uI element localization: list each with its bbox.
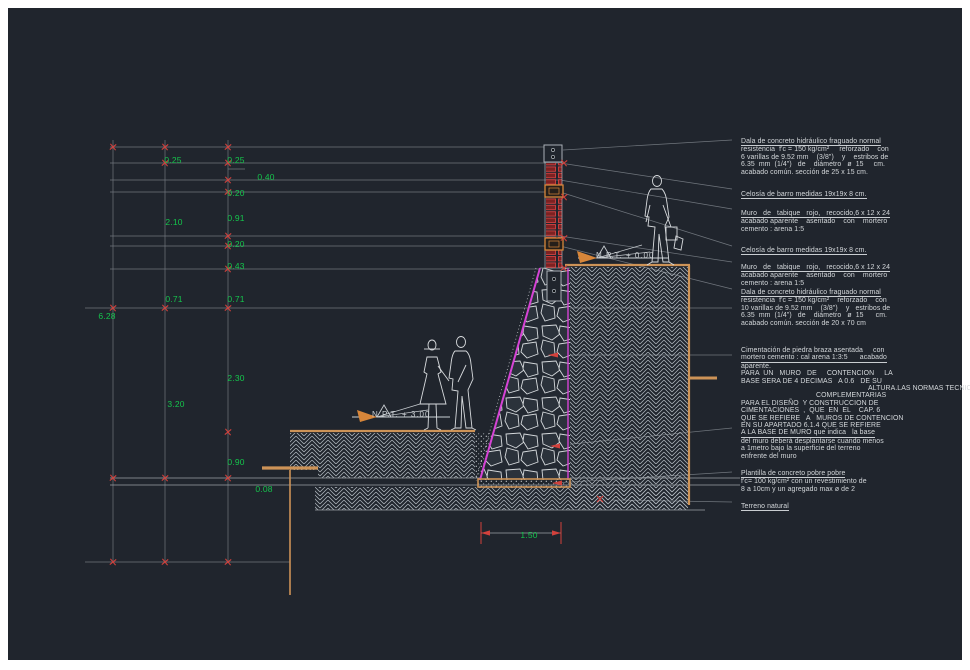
dim-label: 0.71 [227, 294, 245, 304]
note-line: f'c= 100 kg/cm² con un revestimiento de [741, 478, 867, 486]
note-plantilla: Plantilla de concreto pobre pobre f'c= 1… [741, 470, 867, 493]
note-celosia-2: Celosía de barro medidas 19x19x 8 cm. [741, 247, 867, 256]
note-line: 6.35 mm (1/4") de diámetro ø 15 cm. [741, 312, 888, 320]
note-line: CIMENTACIONES , QUE EN EL CAP. 6 [741, 407, 881, 415]
note-line: EN SU APARTADO 6.1.4 QUE SE REFIERE [741, 422, 881, 430]
note-line: Celosía de barro medidas 19x19x 8 cm. [741, 191, 867, 200]
dim-label: 0.90 [227, 457, 245, 467]
note-line: 10 varillas de 9.52 mm (3/8") y estribos… [741, 304, 891, 312]
dim-label: 3.20 [167, 399, 185, 409]
note-line: Plantilla de concreto pobre pobre [741, 470, 846, 479]
note-line: aparente. [741, 362, 772, 370]
note-line: PARA EL DISEÑO Y CONSTRUCCION DE [741, 399, 879, 407]
dim-label: 0.25 [227, 155, 245, 165]
note-line: resistencia f'c = 150 kg/cm² reforzado c… [741, 297, 887, 305]
dim-label: 1.50 [520, 530, 538, 540]
note-dala-bottom: Dala de concreto hidráulico fraguado nor… [741, 289, 890, 327]
note-line: Terreno natural [741, 503, 789, 512]
note-line: Dala de concreto hidráulico fraguado nor… [741, 138, 881, 147]
note-line: acabado común. sección de 20 x 70 cm [741, 319, 867, 327]
note-line: cemento : arena 1:5 [741, 225, 805, 233]
note-line: acabado común. sección de 25 x 15 cm. [741, 168, 869, 176]
dim-label: 0.91 [227, 213, 245, 223]
note-line: Celosía de barro medidas 19x19x 8 cm. [741, 247, 867, 256]
dim-label: 0.08 [255, 484, 273, 494]
note-terreno: Terreno natural [741, 503, 789, 512]
dim-label: 0.20 [227, 188, 245, 198]
dim-150 [480, 522, 562, 544]
note-line: acabado aparente asentado con mortero [741, 272, 888, 280]
leader-arrows [548, 352, 604, 503]
note-line: PARA UN MURO DE CONTENCION LA [741, 370, 893, 378]
note-line: Dala de concreto hidráulico fraguado nor… [741, 289, 881, 298]
note-line: Muro de tabique rojo, recocido,6 x 12 x … [741, 210, 891, 219]
dim-label: 0.71 [165, 294, 183, 304]
note-line: del muro deberá desplantarse cuando meno… [741, 437, 884, 445]
dimension-grid [85, 140, 690, 563]
construction-lines [262, 263, 717, 595]
note-line: Cimentación de piedra braza asentada con [741, 347, 885, 354]
figure-man-terrace [644, 175, 684, 266]
note-line: Muro de tabique rojo, recocido,6 x 12 x … [741, 264, 891, 273]
note-line: enfrente del muro [741, 452, 797, 460]
dim-label: 0.43 [227, 261, 245, 271]
drawing-canvas[interactable]: 0.25 0.25 0.40 0.20 0.91 0.20 0.43 2.10 … [8, 8, 970, 660]
dim-label: 0.25 [164, 155, 182, 165]
terreno-x-mark [596, 495, 604, 503]
note-line: mortero cemento : cal arena 1:3:5 acabad… [741, 354, 887, 363]
level-marker-upper [577, 244, 668, 263]
note-line: cemento : arena 1:5 [741, 279, 805, 287]
note-line: A LA BASE DE MURO que indica la base [741, 429, 876, 438]
lower-slab-hatch [290, 433, 475, 478]
note-line: resistencia f'c = 150 kg/cm² reforzado c… [741, 146, 889, 154]
note-muro-1: Muro de tabique rojo, recocido,6 x 12 x … [741, 210, 891, 233]
note-cimentacion: Cimentación de piedra braza asentada con… [741, 347, 970, 460]
note-dala-top: Dala de concreto hidráulico fraguado nor… [741, 138, 889, 176]
note-line: ALTURA.LAS NORMAS TECNICAS [868, 385, 970, 393]
terrace-fill-hatch [570, 267, 688, 508]
note-line: a 1metro bajo la superficie del terreno [741, 445, 861, 453]
note-line: 8 a 10cm y un agregado max ø de 2 [741, 485, 855, 493]
note-line: QUE SE REFIERE A MUROS DE CONTENCION [741, 414, 904, 422]
level-label-upper: N.P.T. + 0.00 [596, 251, 655, 260]
note-line: acabado aparente asentado con mortero [741, 218, 888, 226]
figure-couple [419, 336, 477, 431]
celosia-block-1 [544, 184, 564, 198]
earth-band-hatch [315, 487, 688, 510]
plantilla-strip [477, 478, 571, 488]
note-line: BASE SERA DE 4 DECIMAS A 0.6 DE SU [741, 377, 882, 385]
dim-label: 0.40 [257, 172, 275, 182]
dim-label: 6.28 [98, 311, 116, 321]
section-linework [85, 139, 740, 595]
dala-25x15 [543, 144, 563, 163]
level-label-lower: N.P.T. + 3.00 [372, 410, 431, 419]
note-celosia-1: Celosía de barro medidas 19x19x 8 cm. [741, 191, 867, 200]
note-line: 6 varillas de 9.52 mm (3/8") y estribos … [741, 153, 889, 161]
celosia-block-2 [544, 237, 564, 251]
note-line: COMPLEMENTARIAS [816, 392, 887, 400]
dim-label: 2.10 [165, 217, 183, 227]
level-marker-lower [352, 403, 450, 422]
dim-label: 2.30 [227, 373, 245, 383]
note-line: 6.35 mm (1/4") de diámetro ø 15 cm. [741, 161, 886, 169]
note-muro-2: Muro de tabique rojo, recocido,6 x 12 x … [741, 264, 891, 287]
dim-label: 0.20 [227, 239, 245, 249]
brick-wall-column [543, 144, 564, 302]
dala-20x70 [546, 270, 562, 302]
